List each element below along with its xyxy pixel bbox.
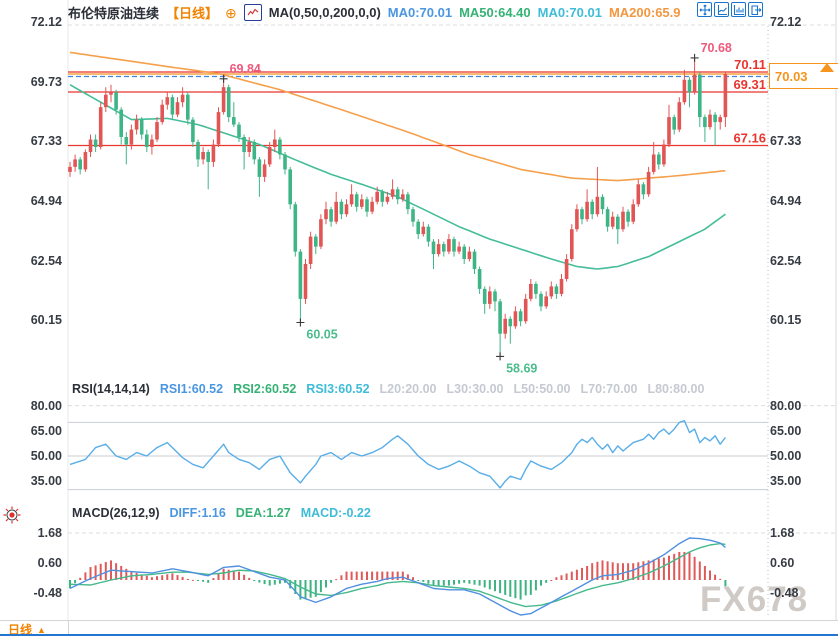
price-axis-label-right: 64.94 [770,193,802,208]
macd-settings-label: MACD(26,12,9) [72,506,160,520]
symbol-name: 布伦特原油连续 [68,6,160,21]
period-selector-label: 日线 [8,623,33,636]
rsi-settings-label: RSI(14,14,14) [72,382,150,396]
macd-value-label: DEA:1.27 [235,506,291,520]
rsi-value-label: RSI2:60.52 [233,382,297,396]
svg-text:69.31: 69.31 [733,77,766,92]
rsi-axis-label-left: 80.00 [30,398,62,413]
price-axis-label-left: 69.73 [30,74,62,89]
price-axis-label-right: 60.15 [770,313,802,328]
bottom-accent-line [0,634,838,636]
rsi-axis-label-left: 65.00 [30,423,62,438]
price-axis-label-left: 72.12 [30,15,62,29]
macd-axis-label-left: -0.48 [33,586,63,601]
ma-settings-label: MA(0,50,0,200,0,0) [268,5,381,20]
ma-value-label: MA0:70.01 [537,5,602,20]
period-selector[interactable]: 日线 ▲ [8,621,46,636]
ma-value-label: MA0:70.01 [387,5,453,20]
rsi-level-label: L50:50.00 [513,382,571,396]
crosshair-icon [699,4,710,15]
time-scale-icon [733,4,744,15]
rsi-level-label: L80:80.00 [647,382,705,396]
macd-value-label: DIFF:1.16 [169,506,226,520]
time-scale-tool-button[interactable] [731,2,746,17]
axis-divider [68,620,69,634]
price-axis-label-right: 72.12 [770,15,802,29]
rsi-axis-label-left: 35.00 [30,474,62,489]
macd-axis-label-left: 0.60 [37,556,62,571]
price-axis-label-left: 62.54 [30,253,62,268]
macd-panel-header: MACD(26,12,9) DIFF:1.16 DEA:1.27 MACD:-0… [72,506,371,520]
period-tag: 【日线】 [166,6,219,21]
popout-tool-button[interactable] [748,2,763,17]
live-price-locator-button[interactable] [2,506,22,526]
rsi-axis-label-right: 65.00 [770,423,802,438]
svg-text:67.16: 67.16 [733,131,766,146]
rsi-level-label: L70:70.00 [580,382,638,396]
macd-axis-label-right: -0.48 [770,586,799,601]
macd-value-label: MACD:-0.22 [300,506,371,520]
svg-text:70.11: 70.11 [734,57,766,72]
svg-text:70.68: 70.68 [701,41,732,55]
chart-toolbar [697,2,763,17]
svg-text:69.84: 69.84 [230,62,261,76]
rsi-panel-header: RSI(14,14,14) RSI1:60.52 RSI2:60.52 RSI3… [72,382,704,396]
svg-text:58.69: 58.69 [506,361,537,375]
rsi-axis-label-right: 50.00 [770,449,802,463]
rsi-level-label: L20:20.00 [379,382,437,396]
popout-icon [750,4,761,15]
time-axis-bar [0,620,838,635]
rsi-value-label: RSI1:60.52 [159,382,224,396]
macd-axis-label-left: 1.68 [37,526,62,540]
price-axis-label-left: 64.94 [30,193,62,208]
live-price-locator-icon [3,506,21,524]
price-up-arrow-icon [820,63,834,72]
price-scale-tool-button[interactable] [714,2,729,17]
main-chart-header: 布伦特原油连续 【日线】 ⊕ MA(0,50,0,200,0,0) MA0:70… [68,3,681,22]
crosshair-tool-button[interactable] [697,2,712,17]
svg-text:60.05: 60.05 [306,328,337,342]
kline-style-icon[interactable] [243,4,262,21]
price-axis-label-right: 67.33 [770,134,802,149]
rsi-axis-label-left: 50.00 [30,449,62,463]
price-axis-label-left: 67.33 [30,134,62,149]
triangle-up-icon: ▲ [37,624,46,635]
add-icon[interactable]: ⊕ [225,4,237,21]
watermark: FX678 [700,580,809,619]
ma-value-label: MA50:64.40 [459,5,531,20]
rsi-value-label: RSI3:60.52 [306,382,370,396]
macd-axis-label-right: 0.60 [770,556,795,571]
rsi-axis-label-right: 35.00 [770,474,802,489]
ma-value-label: MA200:65.9 [608,5,681,20]
rsi-level-label: L30:30.00 [446,382,504,396]
macd-axis-label-right: 1.68 [770,526,795,540]
price-axis-label-left: 60.15 [30,313,62,328]
rsi-axis-label-right: 80.00 [770,398,802,413]
price-axis-label-right: 62.54 [770,253,802,268]
price-scale-icon [717,4,727,15]
